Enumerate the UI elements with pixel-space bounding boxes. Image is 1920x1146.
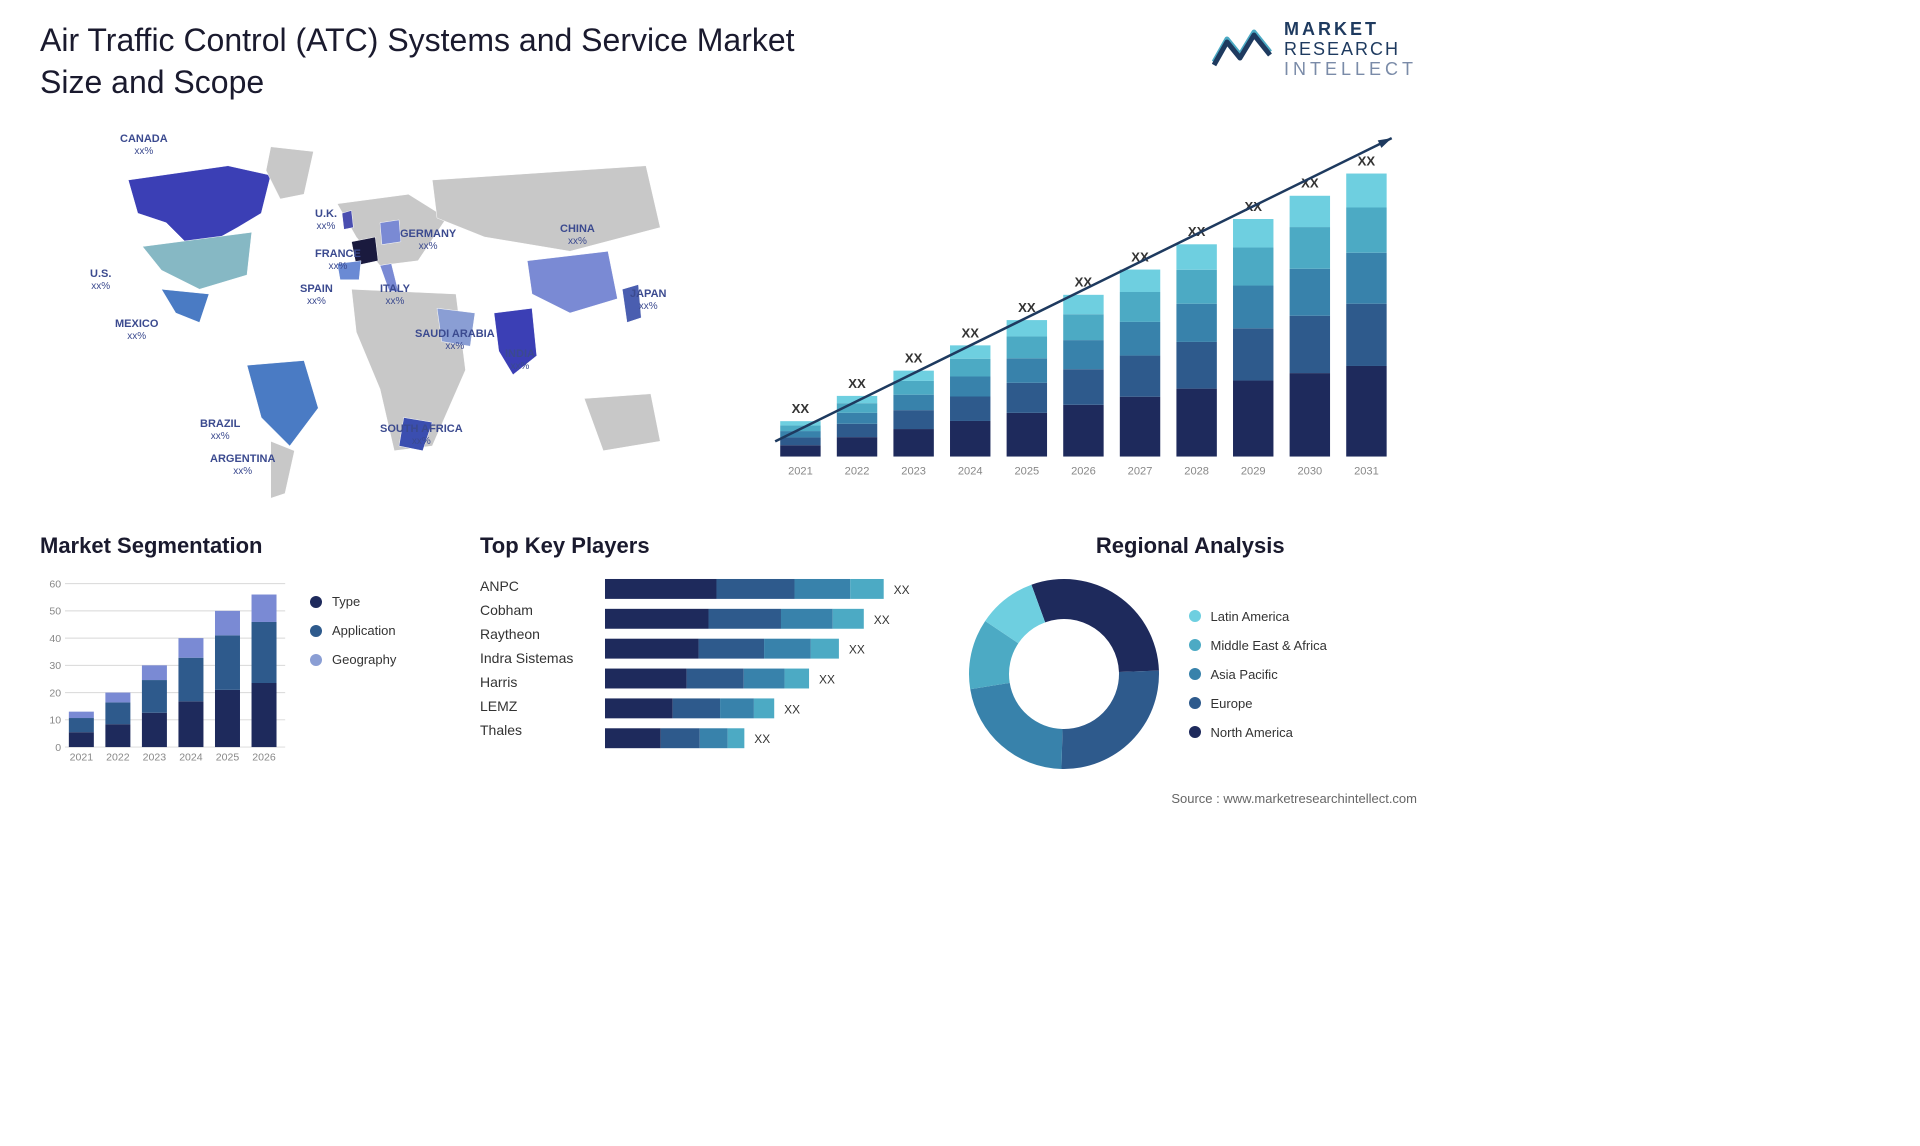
legend-item: Geography xyxy=(310,652,396,667)
donut-chart xyxy=(964,574,1164,774)
players-chart: XX XX XX XX XX XX xyxy=(605,574,934,774)
svg-text:2026: 2026 xyxy=(252,752,276,764)
player-name: ANPC xyxy=(480,578,590,594)
donut-legend: Latin America Middle East & Africa Asia Pa… xyxy=(1189,609,1327,740)
svg-text:XX: XX xyxy=(961,325,979,340)
svg-text:XX: XX xyxy=(874,613,890,627)
svg-text:50: 50 xyxy=(49,606,61,618)
svg-text:2027: 2027 xyxy=(1128,466,1153,478)
map-label-canada: CANADAxx% xyxy=(120,133,168,158)
svg-text:XX: XX xyxy=(792,401,810,416)
svg-text:2023: 2023 xyxy=(143,752,167,764)
svg-text:2029: 2029 xyxy=(1241,466,1266,478)
svg-text:2022: 2022 xyxy=(106,752,130,764)
player-name: LEMZ xyxy=(480,698,590,714)
svg-text:2028: 2028 xyxy=(1184,466,1209,478)
map-label-italy: ITALYxx% xyxy=(380,283,410,308)
svg-text:2022: 2022 xyxy=(845,466,870,478)
svg-text:XX: XX xyxy=(1358,154,1376,169)
players-title: Top Key Players xyxy=(480,533,934,559)
regional-title: Regional Analysis xyxy=(964,533,1418,559)
svg-text:XX: XX xyxy=(894,583,910,597)
svg-text:2024: 2024 xyxy=(958,466,983,478)
map-label-china: CHINAxx% xyxy=(560,223,595,248)
segmentation-chart: 0 10 20 30 40 50 60 2021 2022 2023 2024 2025 2026 xyxy=(40,574,290,774)
legend-item: Middle East & Africa xyxy=(1189,638,1327,653)
segmentation-title: Market Segmentation xyxy=(40,533,450,559)
svg-text:0: 0 xyxy=(55,742,61,754)
legend-item: Type xyxy=(310,594,396,609)
players-list: ANPC Cobham Raytheon Indra Sistemas Harris LE… xyxy=(480,574,590,774)
logo-text-3: INTELLECT xyxy=(1284,60,1417,80)
logo-icon xyxy=(1212,27,1272,72)
svg-text:2031: 2031 xyxy=(1354,466,1379,478)
svg-text:XX: XX xyxy=(819,673,835,687)
legend-item: North America xyxy=(1189,725,1327,740)
svg-text:2021: 2021 xyxy=(70,752,94,764)
svg-text:2021: 2021 xyxy=(788,466,813,478)
svg-text:2026: 2026 xyxy=(1071,466,1096,478)
svg-text:2025: 2025 xyxy=(1014,466,1039,478)
legend-item: Latin America xyxy=(1189,609,1327,624)
player-name: Indra Sistemas xyxy=(480,650,590,666)
svg-text:20: 20 xyxy=(49,688,61,700)
svg-text:60: 60 xyxy=(49,579,61,591)
svg-text:2024: 2024 xyxy=(179,752,203,764)
svg-text:XX: XX xyxy=(754,732,770,746)
svg-text:XX: XX xyxy=(1018,300,1036,315)
legend-item: Application xyxy=(310,623,396,638)
map-label-argentina: ARGENTINAxx% xyxy=(210,453,275,478)
map-label-us: U.S.xx% xyxy=(90,268,111,293)
svg-text:10: 10 xyxy=(49,715,61,727)
svg-text:40: 40 xyxy=(49,633,61,645)
forecast-bar-chart: XX2021XX2022XX2023XX2024XX2025XX2026XX20… xyxy=(760,123,1417,503)
map-label-uk: U.K.xx% xyxy=(315,208,337,233)
legend-item: Asia Pacific xyxy=(1189,667,1327,682)
source-attribution: Source : www.marketresearchintellect.com xyxy=(1171,791,1417,806)
brand-logo: MARKET RESEARCH INTELLECT xyxy=(1212,20,1417,79)
map-label-southafrica: SOUTH AFRICAxx% xyxy=(380,423,463,448)
map-label-saudiarabia: SAUDI ARABIAxx% xyxy=(415,328,495,353)
player-name: Raytheon xyxy=(480,626,590,642)
svg-text:30: 30 xyxy=(49,660,61,672)
svg-text:XX: XX xyxy=(905,351,923,366)
player-name: Harris xyxy=(480,674,590,690)
map-label-japan: JAPANxx% xyxy=(630,288,666,313)
map-label-spain: SPAINxx% xyxy=(300,283,333,308)
map-label-germany: GERMANYxx% xyxy=(400,228,456,253)
svg-text:XX: XX xyxy=(848,376,866,391)
legend-item: Europe xyxy=(1189,696,1327,711)
player-name: Thales xyxy=(480,722,590,738)
logo-text-1: MARKET xyxy=(1284,20,1417,40)
page-title: Air Traffic Control (ATC) Systems and Se… xyxy=(40,20,820,103)
map-label-brazil: BRAZILxx% xyxy=(200,418,240,443)
svg-text:2025: 2025 xyxy=(216,752,240,764)
map-label-mexico: MEXICOxx% xyxy=(115,318,158,343)
segmentation-legend: Type Application Geography xyxy=(310,574,396,774)
logo-text-2: RESEARCH xyxy=(1284,40,1417,60)
svg-text:XX: XX xyxy=(784,703,800,717)
svg-text:XX: XX xyxy=(849,643,865,657)
svg-text:2030: 2030 xyxy=(1297,466,1322,478)
map-label-india: INDIAxx% xyxy=(505,348,535,373)
map-label-france: FRANCExx% xyxy=(315,248,361,273)
svg-text:2023: 2023 xyxy=(901,466,926,478)
world-map: CANADAxx% U.S.xx% MEXICOxx% BRAZILxx% ARGENT… xyxy=(40,123,720,503)
player-name: Cobham xyxy=(480,602,590,618)
